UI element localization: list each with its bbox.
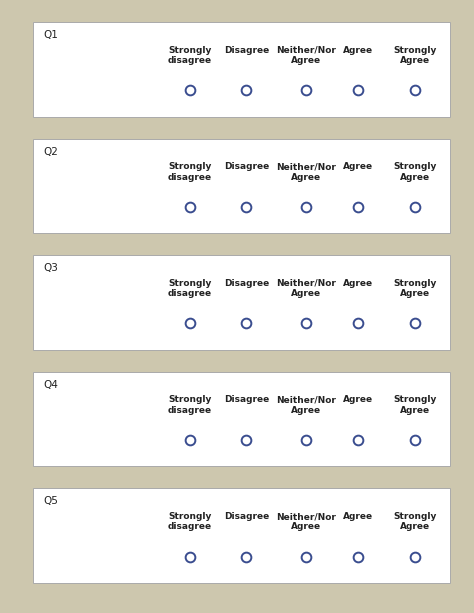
Text: Strongly
disagree: Strongly disagree (167, 279, 212, 299)
Text: Disagree: Disagree (224, 512, 269, 521)
Text: Strongly
disagree: Strongly disagree (167, 395, 212, 415)
Text: Strongly
disagree: Strongly disagree (167, 45, 212, 65)
Text: Strongly
Agree: Strongly Agree (393, 395, 437, 415)
Text: Neither/Nor
Agree: Neither/Nor Agree (276, 512, 336, 531)
Text: Agree: Agree (343, 395, 373, 405)
Text: Neither/Nor
Agree: Neither/Nor Agree (276, 395, 336, 415)
Text: Neither/Nor
Agree: Neither/Nor Agree (276, 162, 336, 181)
Text: Disagree: Disagree (224, 279, 269, 288)
Text: Disagree: Disagree (224, 395, 269, 405)
FancyBboxPatch shape (33, 139, 450, 233)
Text: Neither/Nor
Agree: Neither/Nor Agree (276, 45, 336, 65)
Text: Q5: Q5 (43, 497, 58, 506)
Text: Agree: Agree (343, 162, 373, 171)
FancyBboxPatch shape (33, 489, 450, 583)
Text: Strongly
disagree: Strongly disagree (167, 512, 212, 531)
Text: Strongly
Agree: Strongly Agree (393, 162, 437, 181)
Text: Neither/Nor
Agree: Neither/Nor Agree (276, 279, 336, 299)
Text: Q2: Q2 (43, 147, 58, 156)
Text: Agree: Agree (343, 512, 373, 521)
Text: Strongly
disagree: Strongly disagree (167, 162, 212, 181)
Text: Disagree: Disagree (224, 162, 269, 171)
Text: Strongly
Agree: Strongly Agree (393, 512, 437, 531)
Text: Agree: Agree (343, 279, 373, 288)
Text: Q1: Q1 (43, 30, 58, 40)
Text: Disagree: Disagree (224, 45, 269, 55)
FancyBboxPatch shape (33, 255, 450, 350)
FancyBboxPatch shape (33, 22, 450, 116)
Text: Strongly
Agree: Strongly Agree (393, 279, 437, 299)
Text: Agree: Agree (343, 45, 373, 55)
Text: Q3: Q3 (43, 263, 58, 273)
Text: Strongly
Agree: Strongly Agree (393, 45, 437, 65)
Text: Q4: Q4 (43, 380, 58, 390)
FancyBboxPatch shape (33, 372, 450, 466)
